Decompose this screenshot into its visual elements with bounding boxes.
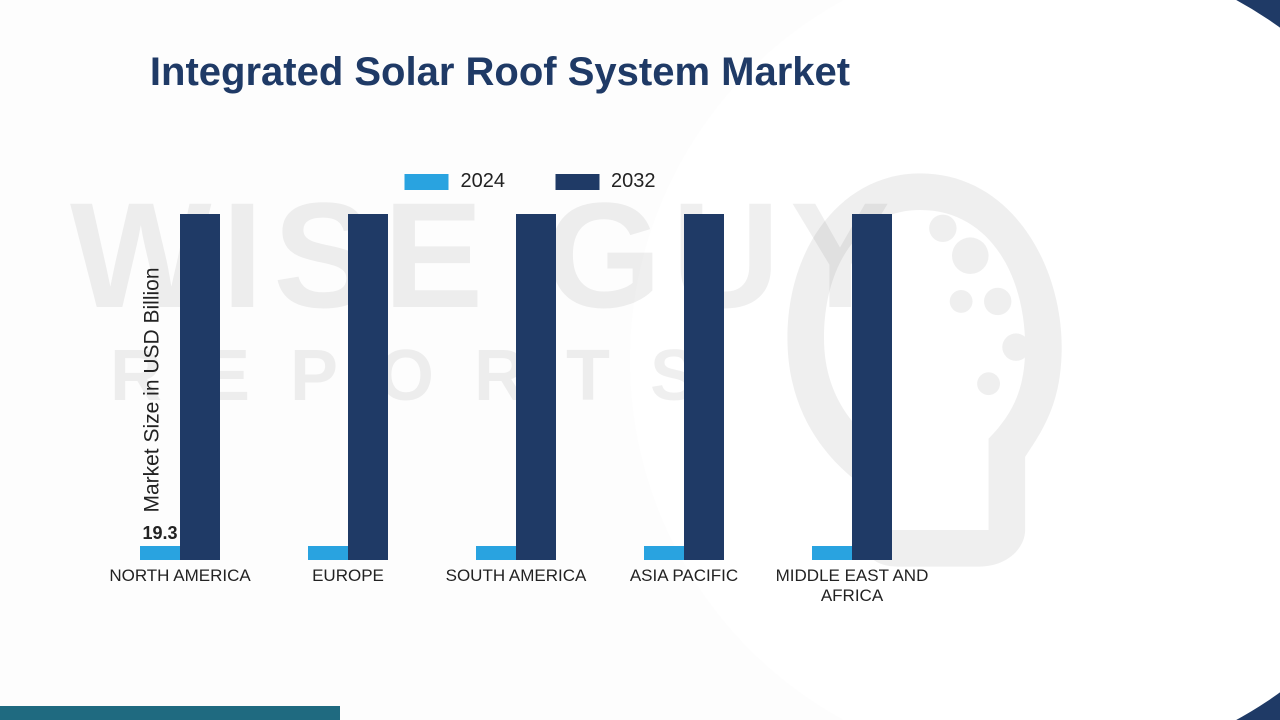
bar-2032: [516, 214, 556, 560]
bar-group: MIDDLE EAST AND AFRICA: [812, 200, 892, 560]
bar-2024: [644, 546, 684, 560]
legend-label-2032: 2032: [611, 170, 656, 193]
stage: Integrated Solar Roof System Market WISE…: [0, 0, 1280, 720]
legend: 2024 2032: [405, 170, 656, 193]
bar-2024: [476, 546, 516, 560]
brand-logo: WISE GUY REPORTS: [1068, 26, 1254, 81]
bar-2032: [852, 214, 892, 560]
legend-item-2032: 2032: [555, 170, 656, 193]
bar-2024: [812, 546, 852, 560]
bottom-accent-bar: [0, 706, 340, 720]
bar-2024: [140, 546, 180, 560]
plot-area: 19.3NORTH AMERICA EUROPE SOUTH AMERICA ASIA…: [130, 200, 950, 560]
legend-item-2024: 2024: [405, 170, 506, 193]
chart-title: Integrated Solar Roof System Market: [120, 50, 880, 95]
bar-group: ASIA PACIFIC: [644, 200, 724, 560]
logo-line1: WISE GUY: [1068, 26, 1254, 65]
bar-value-label: 19.3: [142, 523, 177, 544]
x-axis-category-label: SOUTH AMERICA: [436, 560, 596, 586]
bar-2024: [308, 546, 348, 560]
bar-group: SOUTH AMERICA: [476, 200, 556, 560]
bar-2032: [180, 214, 220, 560]
legend-label-2024: 2024: [461, 170, 506, 193]
legend-swatch-2032: [555, 174, 599, 190]
x-axis-category-label: EUROPE: [268, 560, 428, 586]
bar-group: EUROPE: [308, 200, 388, 560]
x-axis-category-label: ASIA PACIFIC: [604, 560, 764, 586]
x-axis-category-label: MIDDLE EAST AND AFRICA: [772, 560, 932, 607]
chart-area: Market Size in USD Billion 2024 2032 19.…: [100, 170, 960, 610]
x-axis-category-label: NORTH AMERICA: [100, 560, 260, 586]
bar-2032: [684, 214, 724, 560]
bar-group: 19.3NORTH AMERICA: [140, 200, 220, 560]
logo-line2: REPORTS: [1068, 63, 1254, 81]
legend-swatch-2024: [405, 174, 449, 190]
bar-2032: [348, 214, 388, 560]
